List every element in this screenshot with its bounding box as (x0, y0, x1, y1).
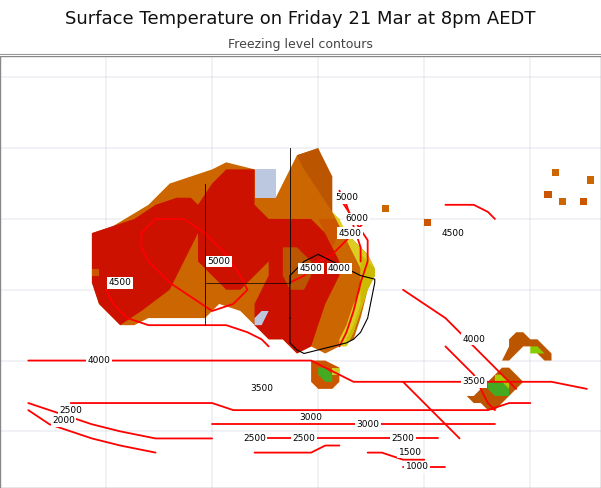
Polygon shape (587, 177, 594, 183)
Polygon shape (545, 191, 552, 198)
Text: 3000: 3000 (356, 420, 379, 429)
Text: 2500: 2500 (59, 406, 82, 415)
Text: 1500: 1500 (398, 448, 421, 457)
Text: 2500: 2500 (392, 434, 415, 443)
Polygon shape (255, 311, 269, 325)
Text: 2500: 2500 (243, 434, 266, 443)
Polygon shape (311, 361, 340, 389)
Polygon shape (488, 382, 509, 396)
Polygon shape (92, 268, 99, 276)
Text: 4500: 4500 (109, 278, 132, 287)
Text: 6000: 6000 (346, 214, 368, 224)
Polygon shape (424, 219, 432, 226)
Text: Freezing level contours: Freezing level contours (228, 39, 373, 51)
Text: 2000: 2000 (52, 416, 75, 425)
Polygon shape (346, 247, 375, 346)
Text: 5000: 5000 (335, 193, 358, 202)
Polygon shape (495, 375, 509, 389)
Text: 4000: 4000 (328, 264, 351, 273)
Text: 2500: 2500 (293, 434, 316, 443)
Polygon shape (332, 367, 340, 375)
Text: 4500: 4500 (338, 228, 361, 238)
Text: Surface Temperature on Friday 21 Mar at 8pm AEDT: Surface Temperature on Friday 21 Mar at … (66, 10, 535, 28)
Polygon shape (198, 169, 283, 290)
Text: 4500: 4500 (300, 264, 323, 273)
Text: 1000: 1000 (406, 462, 429, 471)
Polygon shape (382, 205, 389, 212)
Text: 4000: 4000 (462, 335, 485, 344)
Text: 3500: 3500 (462, 377, 485, 386)
Polygon shape (297, 148, 332, 212)
Polygon shape (255, 219, 340, 353)
Polygon shape (283, 247, 311, 290)
Text: 3000: 3000 (300, 413, 323, 422)
Polygon shape (552, 169, 558, 177)
Text: 3500: 3500 (250, 385, 273, 393)
Polygon shape (580, 198, 587, 205)
Polygon shape (466, 367, 523, 410)
Text: 4000: 4000 (88, 356, 111, 365)
Polygon shape (255, 169, 276, 198)
Polygon shape (502, 332, 552, 361)
Polygon shape (318, 367, 332, 382)
Polygon shape (332, 212, 375, 346)
Polygon shape (530, 346, 545, 353)
Polygon shape (92, 148, 375, 353)
Polygon shape (92, 198, 198, 325)
Polygon shape (558, 198, 566, 205)
Polygon shape (311, 219, 340, 247)
Text: 5000: 5000 (208, 257, 231, 266)
Text: 4500: 4500 (441, 228, 464, 238)
